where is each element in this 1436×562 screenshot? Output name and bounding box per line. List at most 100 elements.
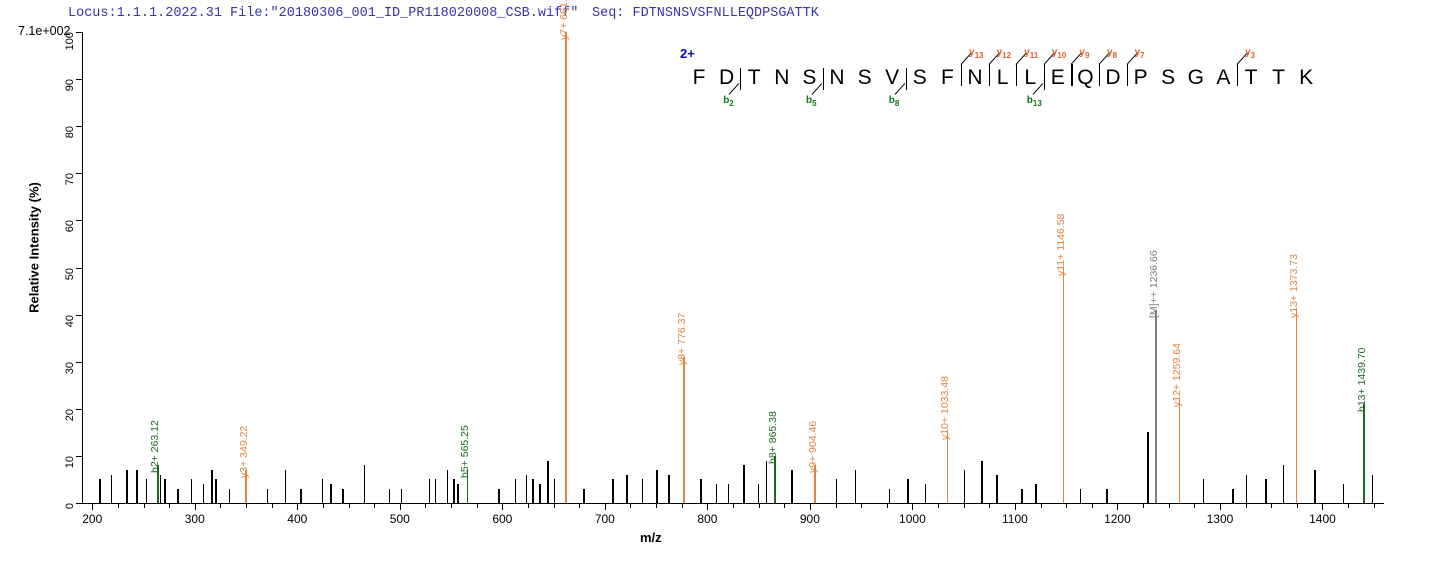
y-axis-tick — [76, 267, 82, 269]
sequence-residue: A — [1216, 66, 1231, 89]
x-axis-minor-tick — [861, 503, 863, 508]
unmatched-peak — [300, 488, 302, 503]
y-ion-label: y9 — [1079, 47, 1090, 60]
charge-state-label: 2+ — [680, 46, 695, 61]
x-axis-minor-tick — [1271, 503, 1273, 508]
unmatched-peak — [757, 484, 760, 503]
unmatched-peak — [321, 479, 324, 503]
x-axis-minor-tick — [733, 503, 734, 508]
unmatched-peak — [1202, 479, 1205, 503]
unmatched-peak — [342, 488, 344, 503]
unmatched-peak — [791, 470, 793, 503]
x-axis-minor-tick — [143, 503, 145, 508]
b-ion-cleavage-mark — [740, 68, 742, 90]
y-axis-tick — [76, 32, 82, 33]
x-axis-tick-label: 400 — [287, 512, 308, 526]
unmatched-peak — [612, 479, 614, 503]
unmatched-peak — [1342, 484, 1345, 503]
x-axis-major-tick — [502, 503, 504, 510]
unmatched-peak — [1035, 484, 1037, 503]
unmatched-peak — [159, 474, 162, 503]
x-axis-minor-tick — [630, 503, 632, 508]
x-axis-tick-label: 1400 — [1309, 512, 1336, 526]
b-ion-cleavage-mark — [905, 68, 908, 90]
unmatched-peak — [177, 488, 179, 503]
x-axis-tick-label: 900 — [799, 512, 820, 526]
b-ion-label: b5 — [806, 95, 817, 108]
unmatched-peak — [428, 479, 431, 503]
y-ion-cleavage-mark — [1016, 64, 1018, 86]
peak-label: y11+ 1146.58 — [1055, 213, 1068, 276]
x-axis-minor-tick — [579, 503, 581, 508]
x-axis-minor-tick — [348, 503, 350, 508]
x-axis-minor-tick — [938, 503, 940, 508]
x-axis-minor-tick — [963, 503, 965, 508]
unmatched-peak — [700, 479, 702, 503]
unmatched-peak — [1106, 488, 1108, 503]
unmatched-peak — [330, 484, 332, 503]
x-axis-minor-tick — [1194, 503, 1196, 508]
unmatched-peak — [266, 488, 269, 503]
unmatched-peak — [110, 474, 113, 503]
unmatched-peak — [457, 484, 459, 503]
y-axis-tick — [76, 408, 82, 410]
unmatched-peak — [1232, 488, 1234, 503]
sequence-residue: N — [774, 66, 790, 89]
unmatched-peak — [888, 488, 891, 503]
x-axis-minor-tick — [553, 503, 555, 508]
y-axis-tick — [76, 503, 82, 504]
y-ion-label: y3 — [1245, 47, 1256, 60]
y-ion-cleavage-mark — [1126, 64, 1128, 86]
x-axis-minor-tick — [989, 503, 991, 508]
unmatched-peak — [907, 479, 909, 503]
annotated-peak — [946, 432, 949, 503]
sequence-residue: S — [857, 66, 872, 89]
annotated-peak — [1178, 399, 1181, 503]
unmatched-peak — [228, 488, 231, 503]
y-ion-label: y10 — [1051, 47, 1067, 60]
annotated-peak — [1295, 309, 1298, 503]
peak-label: y8+ 776.37 — [675, 312, 688, 365]
sequence-residue: S — [1161, 66, 1176, 89]
x-axis-major-tick — [1014, 503, 1016, 510]
unmatched-peak — [547, 460, 549, 503]
unmatched-peak — [164, 479, 166, 503]
unmatched-peak — [626, 474, 628, 503]
x-axis-tick-label: 1100 — [1002, 512, 1028, 526]
y-ion-label: y12 — [996, 47, 1012, 60]
x-axis-minor-tick — [1040, 503, 1042, 508]
x-axis-minor-tick — [246, 503, 248, 508]
sequence-residue: N — [829, 66, 845, 89]
sequence-residue: T — [1244, 66, 1258, 89]
unmatched-peak — [727, 484, 730, 503]
x-axis-tick-label: 800 — [697, 512, 718, 526]
x-axis-minor-tick — [1373, 503, 1375, 508]
y-axis-tick — [76, 455, 82, 457]
unmatched-peak — [668, 474, 670, 503]
sequence-residue: G — [1187, 66, 1204, 89]
b-ion-label: b8 — [888, 95, 900, 108]
unmatched-peak — [641, 479, 644, 503]
x-axis-major-tick — [399, 503, 401, 510]
sequence-residue: N — [967, 66, 983, 89]
annotated-peak — [245, 470, 247, 503]
x-axis-minor-tick — [451, 503, 453, 508]
x-axis-major-tick — [809, 503, 811, 510]
unmatched-peak — [539, 484, 541, 503]
y-axis-line — [82, 32, 83, 503]
sequence-residue: E — [1050, 66, 1065, 89]
x-axis-minor-tick — [117, 503, 119, 508]
x-axis-tick-label: 1000 — [899, 512, 926, 526]
x-axis-tick-label: 1200 — [1104, 512, 1131, 526]
peak-label: b5+ 565.25 — [459, 425, 472, 479]
unmatched-peak — [99, 479, 101, 503]
x-axis-major-tick — [1117, 503, 1119, 510]
unmatched-peak — [1265, 479, 1267, 503]
sequence-residue: Q — [1077, 66, 1094, 89]
unmatched-peak — [211, 470, 213, 503]
x-axis-tick-label: 700 — [594, 512, 615, 526]
x-axis-minor-tick — [476, 503, 478, 508]
unmatched-peak — [498, 488, 500, 503]
unmatched-peak — [388, 488, 391, 503]
